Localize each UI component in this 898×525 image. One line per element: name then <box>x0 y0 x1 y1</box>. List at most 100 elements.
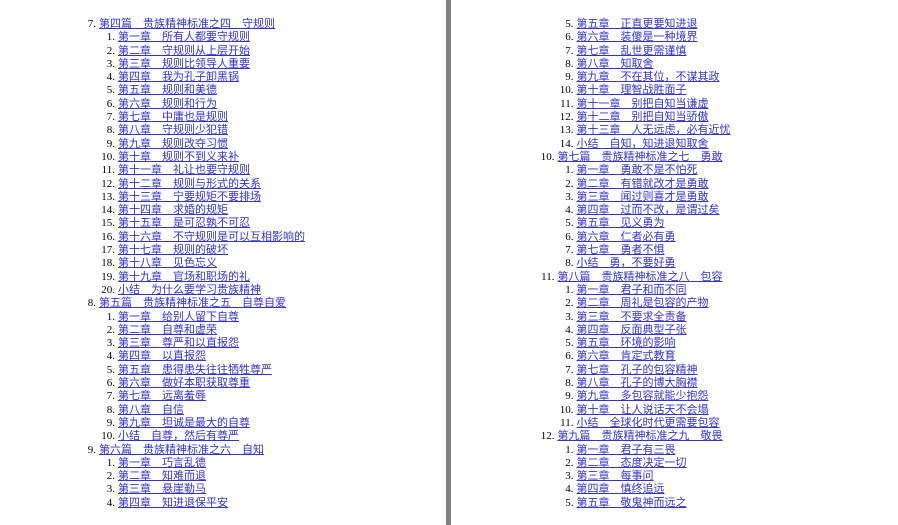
toc-chapter-row: 3. 第三章 每事问 <box>451 470 898 483</box>
toc-part-link[interactable]: 第七篇 贵族精神标准之七 勇敢 <box>557 150 723 163</box>
toc-chapter-link[interactable]: 第四章 知进退保平安 <box>118 496 228 509</box>
toc-chapter-link[interactable]: 第十九章 官场和职场的礼 <box>118 270 250 283</box>
toc-chapter-link[interactable]: 第八章 守规则少犯错 <box>118 124 228 137</box>
toc-chapter-link[interactable]: 第五章 规则和美德 <box>118 84 217 97</box>
toc-chapter-link[interactable]: 第一章 给别人留下自尊 <box>118 310 239 323</box>
toc-chapter-link[interactable]: 第一章 所有人都要守规则 <box>118 31 250 44</box>
toc-chapter-link[interactable]: 第四章 慎终追远 <box>576 483 665 496</box>
toc-chapter-link[interactable]: 第四章 以直报怨 <box>118 350 206 363</box>
toc-part-row: 12. 第九篇 贵族精神标准之九 敬畏 <box>451 430 898 443</box>
toc-chapter-row: 2. 第二章 有错就改才是勇敢 <box>451 178 898 191</box>
toc-chapter-link[interactable]: 第五章 环境的影响 <box>576 337 676 350</box>
toc-chapter-link[interactable]: 第三章 悬崖勒马 <box>118 483 206 496</box>
toc-chapter-number: 10. <box>559 84 574 97</box>
toc-chapter-link[interactable]: 第八章 知取舍 <box>576 57 654 70</box>
toc-chapter-link[interactable]: 第九章 多包容就能少抱怨 <box>576 390 709 403</box>
toc-part-link[interactable]: 第四篇 贵族精神标准之四 守规则 <box>99 18 275 30</box>
toc-chapter-number: 9. <box>106 416 115 429</box>
toc-chapter-row: 3. 第三章 不要求全责备 <box>451 311 898 324</box>
toc-chapter-number: 2. <box>106 44 115 57</box>
toc-chapter-link[interactable]: 第五章 见义勇为 <box>576 217 665 230</box>
toc-chapter-link[interactable]: 第十一章 礼让也要守规则 <box>118 164 250 177</box>
toc-chapter-link[interactable]: 第十三章 人无远虑，必有近忧 <box>576 124 731 137</box>
toc-chapter-link[interactable]: 第三章 闻过则喜才是勇敢 <box>576 190 709 203</box>
toc-chapter-row: 6. 第六章 规则和行为 <box>0 98 446 111</box>
toc-chapter-number: 5. <box>565 496 574 509</box>
toc-chapter-link[interactable]: 第二章 周礼是包容的产物 <box>576 297 709 310</box>
toc-chapter-row: 4. 第四章 知进退保平安 <box>0 497 446 510</box>
toc-chapter-link[interactable]: 第十五章 是可忍孰不可忍 <box>118 217 250 230</box>
toc-chapter-row: 8. 第八章 知取舍 <box>451 58 898 71</box>
toc-chapter-link[interactable]: 第二章 守规则从上层开始 <box>118 44 250 57</box>
toc-chapter-link[interactable]: 第八章 孔子的博大胸襟 <box>576 377 698 390</box>
toc-chapter-row: 20. 小结 为什么要学习贵族精神 <box>0 284 446 297</box>
toc-chapter-link[interactable]: 第十六章 不守规则是可以互相影响的 <box>118 230 305 243</box>
toc-chapter-link[interactable]: 第一章 巧言乱德 <box>118 456 206 469</box>
toc-chapter-number: 13. <box>101 190 115 203</box>
toc-chapter-link[interactable]: 第十章 规则不到义来补 <box>118 150 239 163</box>
toc-chapter-link[interactable]: 第十三章 宁要规矩不要排场 <box>118 190 261 203</box>
toc-chapter-link[interactable]: 小结 自尊，然后有尊严 <box>118 430 239 443</box>
toc-chapter-link[interactable]: 第九章 规则改夺习惯 <box>118 137 228 150</box>
toc-chapter-number: 4. <box>565 323 574 336</box>
toc-chapter-link[interactable]: 第九章 坦诚是最大的自尊 <box>118 416 250 429</box>
toc-chapter-link[interactable]: 第十二章 规则与形式的关系 <box>118 177 261 190</box>
toc-part-row: 7. 第四篇 贵族精神标准之四 守规则 <box>0 18 446 31</box>
toc-part-link[interactable]: 第九篇 贵族精神标准之九 敬畏 <box>557 430 723 443</box>
toc-chapter-number: 11. <box>560 97 574 110</box>
toc-chapter-row: 1. 第一章 勇敢不是不怕死 <box>451 164 898 177</box>
toc-chapter-link[interactable]: 小结 勇，不要好勇 <box>576 257 676 270</box>
toc-column-right: 5. 第五章 正直更要知进退 6. 第六章 装傻是一种境界 7. 第七章 乱世更需谨慎 8.… <box>450 0 898 525</box>
toc-part-link[interactable]: 第五篇 贵族精神标准之五 自尊自爱 <box>99 297 286 310</box>
toc-chapter-link[interactable]: 第十一章 别把自知当谦虚 <box>576 97 709 110</box>
toc-chapter-link[interactable]: 第一章 君子和而不同 <box>576 283 687 296</box>
toc-chapter-link[interactable]: 第一章 君子有三畏 <box>576 443 676 456</box>
toc-chapter-link[interactable]: 第十八章 见色忘义 <box>118 257 217 270</box>
toc-chapter-link[interactable]: 第三章 不要求全责备 <box>576 310 687 323</box>
toc-chapter-link[interactable]: 第三章 每事问 <box>576 470 654 483</box>
toc-chapter-link[interactable]: 第七章 勇者不惧 <box>576 244 665 257</box>
toc-chapter-link[interactable]: 第十四章 求婚的规矩 <box>118 204 228 217</box>
toc-chapter-link[interactable]: 第三章 规则比领导人重要 <box>118 57 250 70</box>
toc-chapter-link[interactable]: 第六章 装傻是一种境界 <box>576 31 698 44</box>
toc-chapter-link[interactable]: 第五章 患得患失往往牺牲尊严 <box>118 363 272 376</box>
toc-chapter-link[interactable]: 第三章 尊严和以直报怨 <box>118 337 239 350</box>
toc-chapter-link[interactable]: 第六章 做好本职获取尊重 <box>118 377 250 390</box>
toc-chapter-link[interactable]: 第七章 孔子的包容精神 <box>576 363 698 376</box>
toc-chapter-link[interactable]: 第一章 勇敢不是不怕死 <box>576 164 698 177</box>
toc-chapter-row: 14. 第十四章 求婚的规矩 <box>0 204 446 217</box>
toc-chapter-link[interactable]: 第七章 远离羞辱 <box>118 390 206 403</box>
toc-chapter-row: 2. 第二章 守规则从上层开始 <box>0 45 446 58</box>
toc-chapter-link[interactable]: 第七章 中庸也是规则 <box>118 111 228 124</box>
toc-chapter-number: 7. <box>565 244 574 257</box>
toc-chapter-link[interactable]: 第六章 肯定式教育 <box>576 350 676 363</box>
toc-part-link[interactable]: 第六篇 贵族精神标准之六 自知 <box>99 443 264 456</box>
toc-chapter-row: 7. 第七章 孔子的包容精神 <box>451 364 898 377</box>
toc-chapter-link[interactable]: 小结 全球化时代更需要包容 <box>576 416 720 429</box>
toc-chapter-link[interactable]: 第四章 反面典型子张 <box>576 323 687 336</box>
toc-chapter-number: 6. <box>565 31 574 44</box>
toc-chapter-row: 2. 第二章 自尊和虚荣 <box>0 324 446 337</box>
toc-chapter-link[interactable]: 第四章 我为孔子卸黑锅 <box>118 71 239 84</box>
toc-chapter-link[interactable]: 小结 自知，知进退知取舍 <box>576 137 709 150</box>
toc-chapter-link[interactable]: 第十章 让人说话天不会塌 <box>576 403 709 416</box>
toc-chapter-link[interactable]: 第八章 自信 <box>118 403 184 416</box>
toc-chapter-link[interactable]: 第六章 规则和行为 <box>118 97 217 110</box>
toc-chapter-link[interactable]: 第二章 态度决定一切 <box>576 456 687 469</box>
toc-chapter-link[interactable]: 第九章 不在其位，不谋其政 <box>576 71 720 84</box>
toc-chapter-link[interactable]: 第四章 过而不改，是谓过矣 <box>576 204 720 217</box>
toc-chapter-link[interactable]: 小结 为什么要学习贵族精神 <box>118 283 261 296</box>
toc-chapter-link[interactable]: 第六章 仁者必有勇 <box>576 230 676 243</box>
toc-chapter-link[interactable]: 第二章 自尊和虚荣 <box>118 323 217 336</box>
toc-part-link[interactable]: 第八篇 贵族精神标准之八 包容 <box>557 270 723 283</box>
toc-chapter-link[interactable]: 第二章 知难而退 <box>118 470 206 483</box>
toc-chapter-link[interactable]: 第十章 理智战胜面子 <box>576 84 687 97</box>
toc-chapter-link[interactable]: 第十二章 别把自知当骄傲 <box>576 111 709 124</box>
toc-chapter-link[interactable]: 第十七章 规则的破坏 <box>118 244 228 257</box>
toc-chapter-link[interactable]: 第七章 乱世更需谨慎 <box>576 44 687 57</box>
toc-chapter-number: 5. <box>106 84 115 97</box>
toc-chapter-link[interactable]: 第二章 有错就改才是勇敢 <box>576 177 709 190</box>
toc-chapter-number: 9. <box>565 390 574 403</box>
toc-chapter-link[interactable]: 第五章 敬鬼神而远之 <box>576 496 687 509</box>
toc-chapter-link[interactable]: 第五章 正直更要知进退 <box>576 18 698 30</box>
